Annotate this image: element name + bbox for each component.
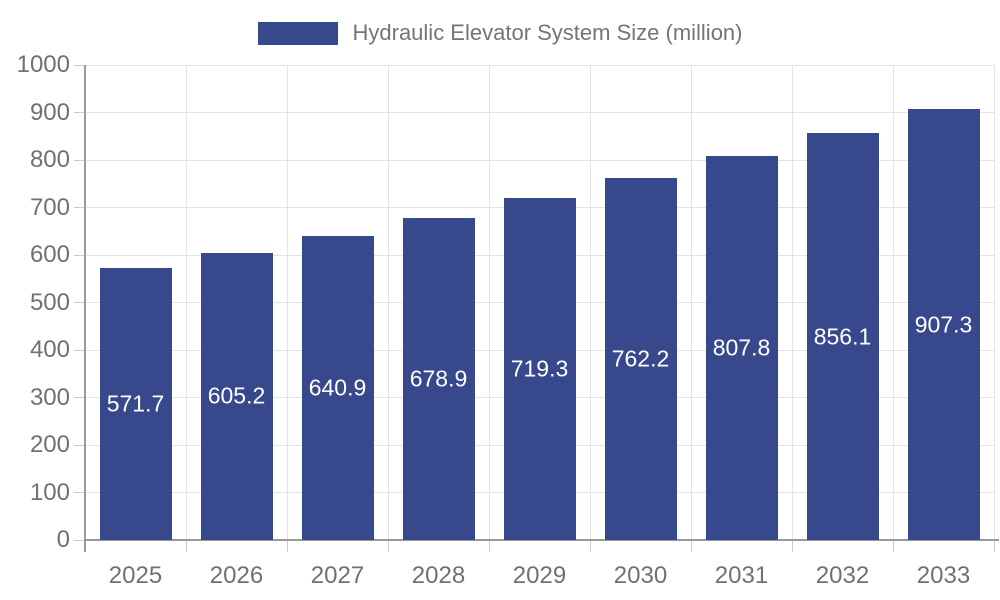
- y-axis-tick: [74, 207, 85, 208]
- bar[interactable]: [604, 177, 677, 540]
- x-tick-label: 2026: [209, 562, 264, 589]
- x-axis-tick: [488, 540, 490, 552]
- y-axis-tick: [74, 254, 85, 256]
- y-tick-label: 1000: [16, 51, 70, 78]
- v-gridline: [185, 65, 187, 540]
- y-tick-label: 800: [29, 146, 70, 173]
- y-tick-label: 300: [29, 383, 70, 411]
- v-gridline: [892, 65, 894, 540]
- y-tick-label: 0: [56, 526, 70, 553]
- y-tick-label: 600: [29, 241, 70, 268]
- x-axis-line: [84, 539, 999, 541]
- x-tick-label: 2027: [310, 562, 365, 589]
- y-axis-tick: [74, 64, 85, 66]
- bar[interactable]: [99, 268, 172, 540]
- bar-value-label: 719.3: [510, 355, 569, 382]
- y-axis-tick: [74, 539, 85, 541]
- h-gridline: [85, 64, 994, 66]
- h-gridline: [85, 112, 994, 113]
- x-tick-label: 2032: [815, 562, 870, 589]
- v-gridline: [993, 65, 995, 540]
- bar-value-label: 807.8: [712, 334, 771, 361]
- v-gridline: [488, 65, 490, 540]
- v-gridline: [286, 65, 288, 540]
- x-axis-tick: [993, 540, 995, 552]
- x-axis-tick: [892, 540, 894, 552]
- v-gridline: [791, 65, 793, 540]
- bar-value-label: 640.9: [308, 374, 367, 401]
- bar-value-label: 678.9: [409, 365, 468, 392]
- x-axis-tick: [589, 540, 591, 552]
- bar-value-label: 605.2: [207, 382, 266, 409]
- y-axis-tick: [74, 444, 85, 446]
- y-axis-tick: [74, 112, 85, 113]
- bar[interactable]: [200, 252, 273, 540]
- x-axis-tick: [286, 540, 288, 552]
- x-tick-label: 2028: [411, 562, 466, 589]
- x-tick-label: 2025: [108, 562, 163, 589]
- x-tick-label: 2029: [512, 562, 567, 589]
- v-gridline: [589, 65, 591, 540]
- x-axis-tick: [185, 540, 187, 552]
- y-tick-label: 500: [29, 288, 70, 316]
- v-gridline: [690, 65, 692, 540]
- bar-value-label: 762.2: [611, 345, 670, 372]
- h-gridline: [85, 159, 994, 161]
- legend-swatch: [257, 21, 338, 45]
- legend-label: Hydraulic Elevator System Size (million): [352, 20, 743, 45]
- x-axis-tick: [690, 540, 692, 552]
- y-axis-tick: [74, 397, 85, 398]
- bar[interactable]: [402, 217, 475, 540]
- legend-item[interactable]: Hydraulic Elevator System Size (million): [0, 18, 1000, 48]
- x-tick-label: 2030: [613, 562, 668, 589]
- y-tick-label: 700: [29, 193, 70, 221]
- bar[interactable]: [907, 109, 980, 540]
- bar[interactable]: [503, 198, 576, 540]
- x-tick-label: 2033: [916, 562, 971, 589]
- y-axis-tick: [74, 302, 85, 303]
- x-axis-tick: [387, 540, 389, 552]
- bar-value-label: 907.3: [914, 311, 973, 338]
- y-axis-tick: [74, 349, 85, 351]
- bar[interactable]: [806, 133, 879, 540]
- bar-value-label: 571.7: [106, 390, 165, 417]
- bar-value-label: 856.1: [813, 323, 872, 350]
- v-gridline: [387, 65, 389, 540]
- y-tick-label: 200: [29, 431, 70, 458]
- bar[interactable]: [301, 235, 374, 540]
- y-axis-line: [84, 65, 86, 552]
- y-axis-tick: [74, 492, 85, 493]
- x-tick-label: 2031: [714, 562, 769, 589]
- y-tick-label: 100: [29, 478, 70, 506]
- y-axis-tick: [74, 159, 85, 161]
- bar[interactable]: [705, 156, 778, 540]
- y-tick-label: 900: [29, 98, 70, 126]
- x-axis-tick: [791, 540, 793, 552]
- y-tick-label: 400: [29, 336, 70, 363]
